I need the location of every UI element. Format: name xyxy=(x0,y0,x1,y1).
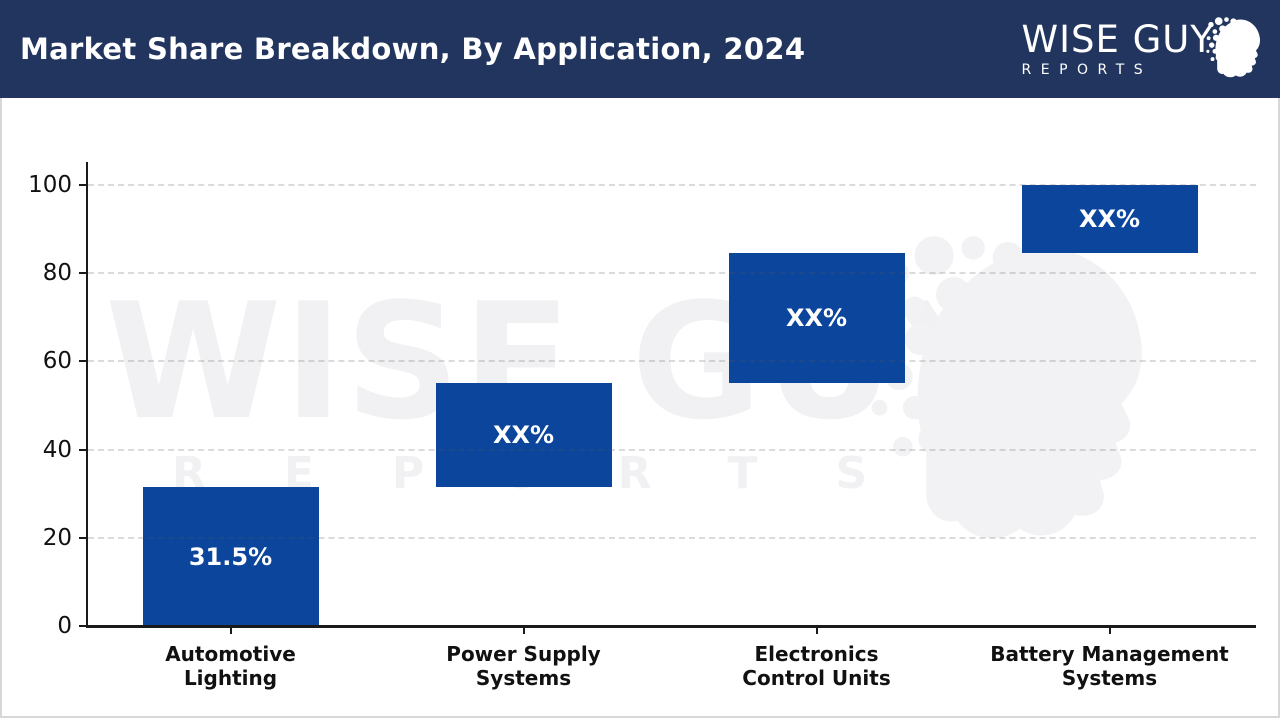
bar-value-label: XX% xyxy=(1078,205,1141,234)
x-tick xyxy=(815,628,818,634)
bar-value-label: XX% xyxy=(492,421,555,450)
gridline-40 xyxy=(88,448,1256,451)
gridline-100 xyxy=(88,184,1256,186)
gridline-60 xyxy=(88,360,1256,363)
page-title: Market Share Breakdown, By Application, … xyxy=(20,32,806,66)
x-tick xyxy=(1108,628,1111,634)
brand-logo-text: WISE GUY REPORTS xyxy=(1022,21,1214,78)
gridline-80 xyxy=(88,272,1256,275)
y-tick-label: 60 xyxy=(42,348,72,375)
bar-value-label: XX% xyxy=(785,304,848,333)
x-axis-line xyxy=(86,625,1256,628)
y-tick-label: 100 xyxy=(28,172,72,198)
x-axis-category-label: Automotive Lighting xyxy=(165,642,296,691)
x-axis-category-label: Power Supply Systems xyxy=(446,642,601,691)
x-tick xyxy=(522,628,525,634)
y-axis-line xyxy=(86,162,88,628)
y-tick xyxy=(79,448,86,451)
brand-head-icon xyxy=(1206,17,1260,78)
bar-value-label: 31.5% xyxy=(188,542,273,571)
y-tick xyxy=(79,272,86,275)
bar-battery-management-systems: XX% xyxy=(1021,185,1198,254)
gridline-20 xyxy=(88,536,1256,539)
x-axis-category-label: Battery Management Systems xyxy=(990,642,1229,691)
brand-logo-name: WISE GUY xyxy=(1021,17,1214,61)
y-tick xyxy=(79,536,86,539)
y-tick-label: 20 xyxy=(42,524,72,551)
y-tick-label: 0 xyxy=(57,613,72,639)
bar-electronics-control-units: XX% xyxy=(728,253,905,384)
bar-power-supply-systems: XX% xyxy=(435,383,612,488)
bar-automotive-lighting: 31.5% xyxy=(142,487,319,626)
y-tick xyxy=(79,184,86,186)
y-tick-label: 80 xyxy=(42,260,72,287)
y-tick-label: 40 xyxy=(42,436,72,463)
x-tick xyxy=(229,628,232,634)
brand-logo-subtitle: REPORTS xyxy=(1021,61,1153,78)
y-tick xyxy=(79,625,86,627)
brand-logo: WISE GUY REPORTS xyxy=(1022,9,1266,89)
y-tick xyxy=(79,360,86,363)
x-axis-category-label: Electronics Control Units xyxy=(742,642,891,691)
header: Market Share Breakdown, By Application, … xyxy=(0,0,1280,98)
